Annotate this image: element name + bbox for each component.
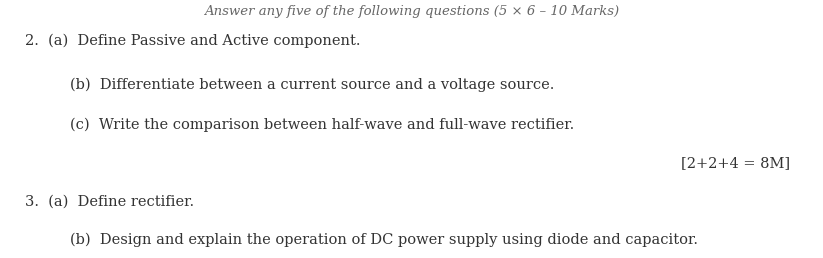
Text: [2+2+4 = 8M]: [2+2+4 = 8M] <box>681 156 790 170</box>
Text: (b)  Differentiate between a current source and a voltage source.: (b) Differentiate between a current sour… <box>70 77 555 92</box>
Text: (b)  Design and explain the operation of DC power supply using diode and capacit: (b) Design and explain the operation of … <box>70 232 698 247</box>
Text: (c)  Write the comparison between half-wave and full-wave rectifier.: (c) Write the comparison between half-wa… <box>70 117 574 132</box>
Text: Answer any five of the following questions (5 × 6 – 10 Marks): Answer any five of the following questio… <box>204 5 619 18</box>
Text: 2.  (a)  Define Passive and Active component.: 2. (a) Define Passive and Active compone… <box>25 34 360 48</box>
Text: 3.  (a)  Define rectifier.: 3. (a) Define rectifier. <box>25 195 193 209</box>
